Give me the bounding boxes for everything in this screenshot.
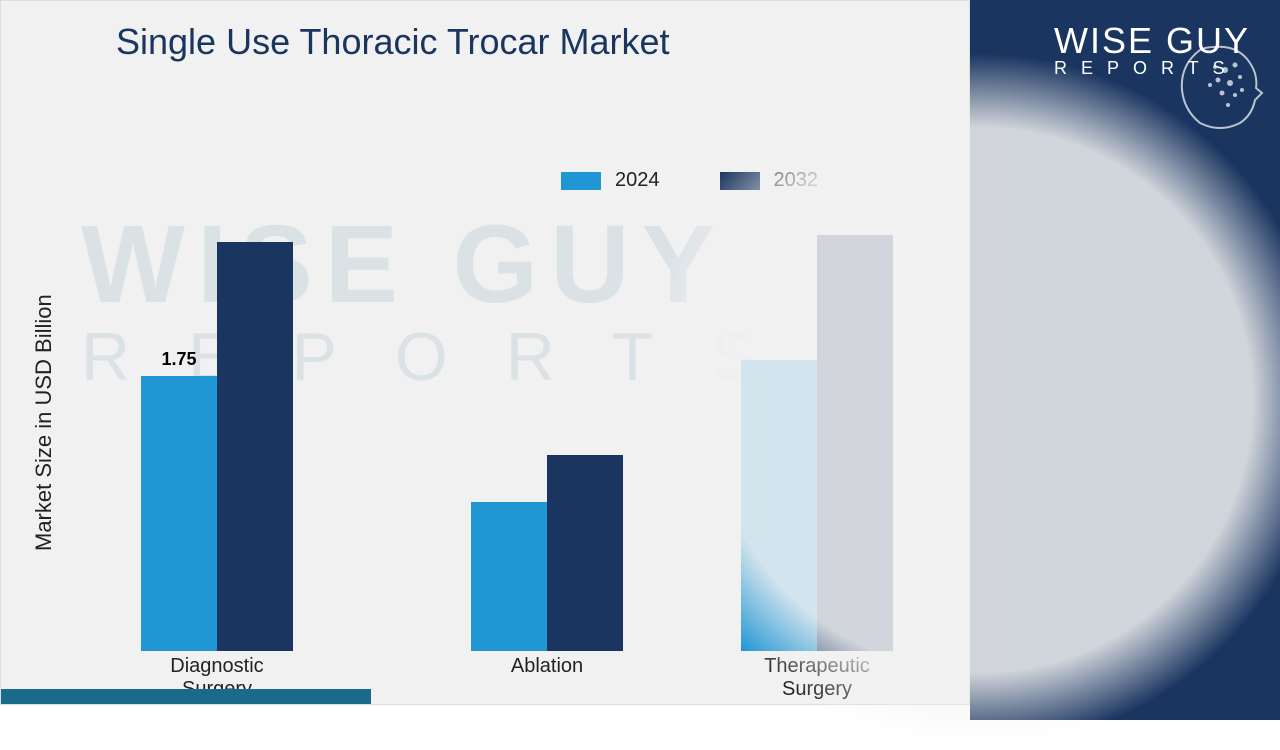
bar-group-2 (741, 235, 893, 651)
main-container: WISE GUY REPORTS Single Use Thoracic Tro… (0, 0, 1280, 720)
legend-label-2024: 2024 (615, 169, 660, 192)
legend-item-2032: 2032 (720, 169, 819, 192)
legend-item-2024: 2024 (561, 169, 660, 192)
bar-2032-1 (547, 455, 623, 651)
x-axis-label-1: Ablation (447, 655, 647, 678)
bar-2024-0 (141, 376, 217, 651)
x-axis-label-2: TherapeuticSurgery (717, 655, 917, 701)
legend-label-2032: 2032 (774, 169, 819, 192)
footer-strip (1, 689, 371, 704)
chart-panel: WISE GUY REPORTS Single Use Thoracic Tro… (0, 0, 970, 705)
ai-head-icon (1170, 35, 1270, 135)
brand-logo: WISE GUY REPORTS (1054, 20, 1250, 79)
bar-2024-1 (471, 502, 547, 651)
chart-title: Single Use Thoracic Trocar Market (116, 21, 670, 63)
bar-group-1 (471, 455, 623, 651)
bar-2032-2 (817, 235, 893, 651)
y-axis-label: Market Size in USD Billion (31, 294, 57, 551)
chart-legend: 2024 2032 (561, 169, 818, 192)
bar-2032-0 (217, 242, 293, 651)
legend-swatch-2032 (720, 172, 760, 190)
plot-area: DiagnosticSurgeryAblationTherapeuticSurg… (101, 211, 911, 651)
bar-2024-2 (741, 360, 817, 651)
bar-group-0 (141, 242, 293, 651)
value-label: 1.75 (139, 349, 219, 370)
legend-swatch-2024 (561, 172, 601, 190)
